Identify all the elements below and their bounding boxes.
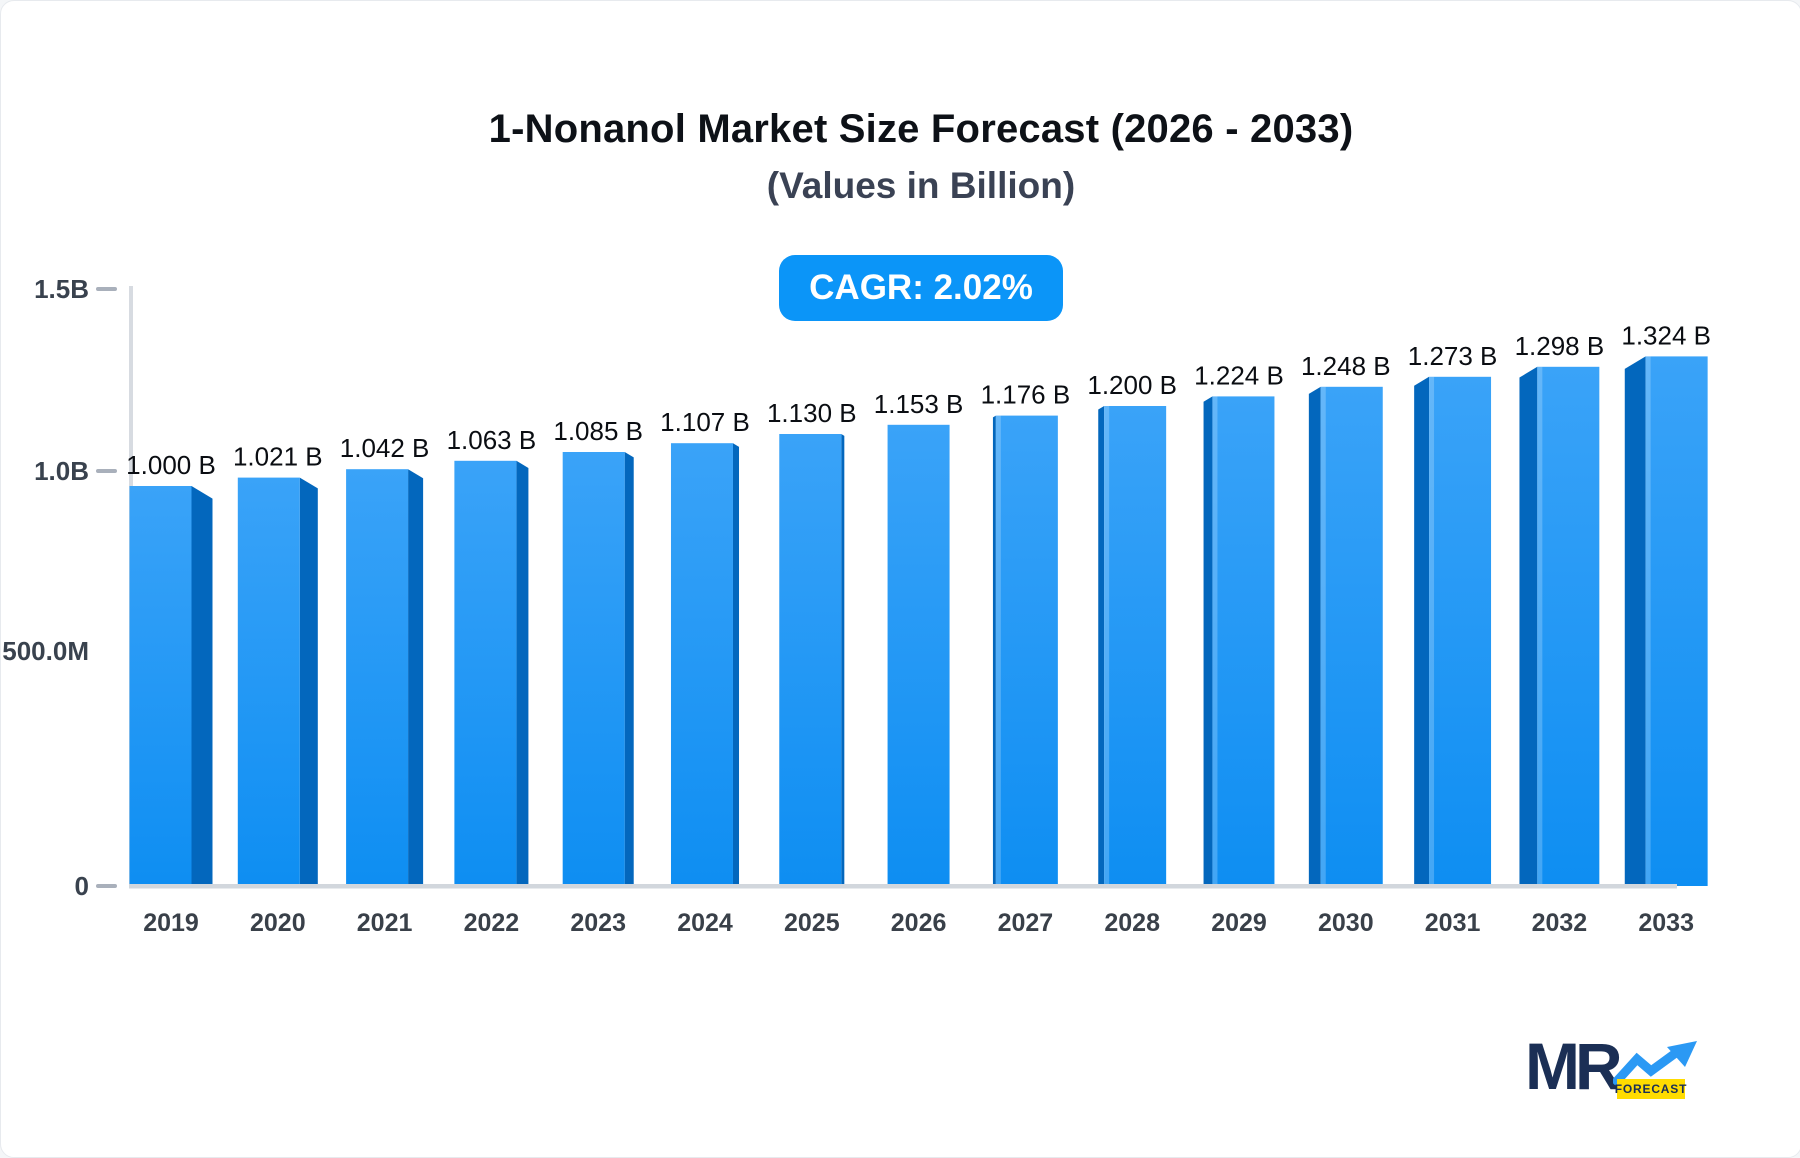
bar (454, 460, 517, 886)
bar-value-label: 1.248 B (1301, 351, 1391, 381)
y-axis-label: 1.5B (34, 274, 89, 304)
y-axis-label: 0 (75, 871, 89, 901)
bar (995, 415, 1058, 886)
x-axis-label: 2023 (570, 909, 626, 937)
x-axis-label: 2019 (143, 909, 199, 937)
bar (1320, 386, 1383, 886)
bar-value-label: 1.000 B (126, 450, 216, 480)
x-axis-label: 2026 (891, 909, 947, 937)
bar (346, 469, 409, 886)
bar-side-face (732, 443, 740, 886)
bar (562, 452, 625, 886)
x-axis-label: 2024 (677, 909, 733, 937)
bar-edge-highlight (1104, 406, 1110, 886)
x-axis-label: 2030 (1318, 909, 1374, 937)
bar-value-label: 1.063 B (447, 425, 537, 455)
bar-side-face (1414, 376, 1430, 886)
bar-side-face (191, 486, 213, 886)
chart-subtitle: (Values in Billion) (766, 165, 1076, 206)
bar (670, 443, 733, 886)
x-axis-label: 2027 (998, 909, 1054, 937)
x-axis-label: 2032 (1532, 909, 1588, 937)
bar (779, 434, 842, 886)
bar-side-face (992, 415, 996, 886)
cagr-badge: CAGR: 2.02% (779, 255, 1063, 321)
y-axis-tick (96, 469, 117, 473)
bar-value-label: 1.176 B (981, 380, 1071, 410)
logo-brand-text: MR (1525, 1029, 1623, 1103)
bar-value-label: 1.042 B (340, 433, 430, 463)
bar-value-label: 1.224 B (1194, 360, 1284, 390)
bar (237, 477, 300, 886)
bar (887, 424, 950, 886)
bar-value-label: 1.273 B (1408, 341, 1498, 371)
bar-value-label: 1.153 B (874, 389, 964, 419)
bar-side-face (841, 434, 845, 886)
bar (1429, 376, 1492, 886)
x-axis-label: 2031 (1425, 909, 1481, 937)
bar-side-face (1624, 356, 1646, 886)
y-axis-label: 500.0M (2, 636, 89, 666)
logo: MR FORECAST (1525, 1033, 1705, 1103)
logo-trend-arrow-icon (1613, 1041, 1697, 1086)
bar-value-label: 1.021 B (233, 442, 323, 472)
x-axis-label: 2021 (357, 909, 413, 937)
chart-title: 1-Nonanol Market Size Forecast (2026 - 2… (488, 107, 1354, 151)
bar-value-label: 1.298 B (1515, 331, 1605, 361)
bar (129, 486, 192, 886)
chart-header: 1-Nonanol Market Size Forecast (2026 - 2… (41, 105, 1800, 321)
bar-side-face (408, 469, 424, 886)
bar-side-face (1203, 396, 1213, 886)
bar-value-label: 1.107 B (660, 407, 750, 437)
x-axis-label: 2025 (784, 909, 840, 937)
bar-value-label: 1.200 B (1087, 370, 1177, 400)
bar-edge-highlight (1645, 356, 1651, 886)
logo-forecast-tag: FORECAST (1615, 1079, 1686, 1099)
bar-side-face (1308, 386, 1321, 886)
x-axis-label: 2022 (464, 909, 520, 937)
bar-side-face (624, 452, 634, 886)
bar-value-label: 1.324 B (1621, 320, 1711, 350)
bar-edge-highlight (995, 415, 1001, 886)
x-axis-label: 2028 (1104, 909, 1160, 937)
y-axis-tick (96, 287, 117, 291)
x-axis-line (129, 884, 1677, 889)
bar (1212, 396, 1275, 886)
bar-edge-highlight (1320, 386, 1326, 886)
x-axis-label: 2033 (1638, 909, 1694, 937)
bar-side-face (1519, 366, 1538, 886)
x-axis-label: 2029 (1211, 909, 1267, 937)
bar (1645, 356, 1708, 886)
bar (1537, 366, 1600, 886)
bar-value-label: 1.130 B (767, 398, 857, 428)
y-axis-label: 1.0B (34, 456, 89, 486)
bar-side-face (299, 477, 318, 886)
bar (1104, 406, 1167, 886)
bar-side-face (1098, 406, 1105, 886)
bar-edge-highlight (1429, 376, 1435, 886)
bar-edge-highlight (1212, 396, 1218, 886)
bar-edge-highlight (1537, 366, 1543, 886)
x-axis-label: 2020 (250, 909, 306, 937)
bar-value-label: 1.085 B (553, 416, 643, 446)
bar-side-face (516, 460, 529, 886)
y-axis-tick (96, 884, 117, 888)
